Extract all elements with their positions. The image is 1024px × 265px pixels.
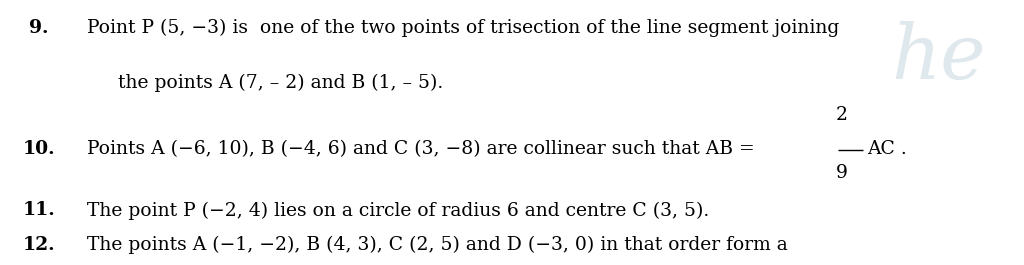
Text: he: he [891, 21, 985, 95]
Text: The points A (−1, −2), B (4, 3), C (2, 5) and D (−3, 0) in that order form a: The points A (−1, −2), B (4, 3), C (2, 5… [87, 236, 787, 254]
Text: 12.: 12. [23, 236, 55, 254]
Text: 10.: 10. [23, 140, 55, 158]
Text: Point P (5, −3) is  one of the two points of trisection of the line segment join: Point P (5, −3) is one of the two points… [87, 19, 840, 37]
Text: 9.: 9. [29, 19, 48, 37]
Text: 2: 2 [836, 106, 848, 124]
Text: the points A (7, – 2) and B (1, – 5).: the points A (7, – 2) and B (1, – 5). [118, 74, 443, 92]
Text: The point P (−2, 4) lies on a circle of radius 6 and centre C (3, 5).: The point P (−2, 4) lies on a circle of … [87, 201, 710, 220]
Text: 9: 9 [836, 164, 848, 182]
Text: Points A (−6, 10), B (−4, 6) and C (3, −8) are collinear such that AB =: Points A (−6, 10), B (−4, 6) and C (3, −… [87, 140, 759, 158]
Text: AC .: AC . [867, 140, 907, 158]
Text: 11.: 11. [23, 201, 55, 219]
